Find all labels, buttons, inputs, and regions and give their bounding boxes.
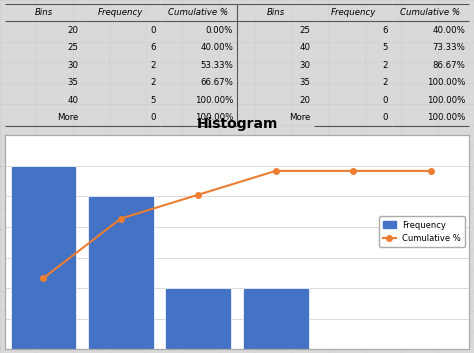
Bar	[10, 166, 76, 349]
Bar	[88, 196, 154, 349]
Bar	[243, 288, 309, 349]
Legend: Frequency, Cumulative %: Frequency, Cumulative %	[379, 216, 465, 247]
Title: Histogram: Histogram	[196, 117, 278, 131]
Bar	[165, 288, 231, 349]
